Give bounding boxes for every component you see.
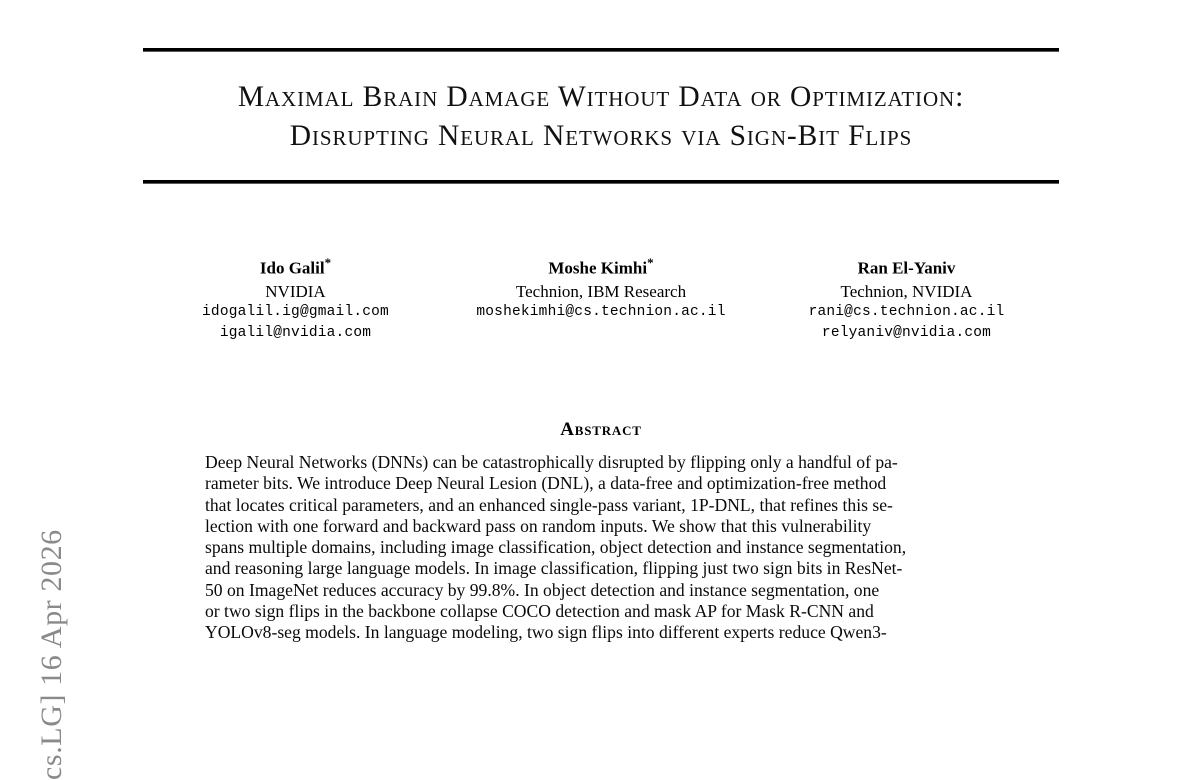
abstract-line: rameter bits. We introduce Deep Neural L… <box>205 473 887 494</box>
abstract-line: Deep Neural Networks (DNNs) can be catas… <box>205 452 898 472</box>
author-email-1a[interactable]: idogalil.ig@gmail.com <box>202 303 389 320</box>
author-entry-3: Ran El-Yaniv Technion, NVIDIA rani@cs.te… <box>754 252 1059 344</box>
author-name-text-1: Ido Galil <box>259 258 325 278</box>
author-email-1b[interactable]: igalil@nvidia.com <box>219 324 372 341</box>
abstract-line: YOLOv8-seg models. In language modeling,… <box>205 622 887 643</box>
abstract-line: spans multiple domains, including image … <box>205 537 907 558</box>
abstract-line: that locates critical parameters, and an… <box>205 494 893 515</box>
author-entry-2: Moshe Kimhi* Technion, IBM Research mosh… <box>449 252 754 344</box>
author-name-3: Ran El-Yaniv <box>754 252 1059 279</box>
author-entry-1: Ido Galil* NVIDIA idogalil.ig@gmail.com … <box>143 252 448 344</box>
author-email-3a[interactable]: rani@cs.technion.ac.il <box>808 303 1005 320</box>
abstract-line: and reasoning large language models. In … <box>205 558 903 579</box>
abstract-line: lection with one forward and backward pa… <box>205 515 872 536</box>
author-name-2: Moshe Kimhi* <box>449 252 754 279</box>
author-affiliation-1: NVIDIA <box>265 281 326 301</box>
paper-title: Maximal Brain Damage Without Data or Opt… <box>143 78 1059 156</box>
abstract-line: 50 on ImageNet reduces accuracy by 99.8%… <box>205 579 880 600</box>
arxiv-identifier-stamp: cs.LG] 16 Apr 2026 <box>35 529 68 780</box>
author-affiliation-2: Technion, IBM Research <box>515 281 687 301</box>
abstract-body: Deep Neural Networks (DNNs) can be catas… <box>205 452 1000 644</box>
author-footnote-marker-1: * <box>324 255 332 270</box>
author-name-1: Ido Galil* <box>143 252 448 279</box>
paper-title-line-1: Maximal Brain Damage Without Data or Opt… <box>237 81 965 113</box>
title-rule-top <box>143 48 1059 51</box>
author-email-3b[interactable]: relyaniv@nvidia.com <box>821 324 992 341</box>
author-affiliation-3: Technion, NVIDIA <box>840 281 973 301</box>
abstract-line: or two sign flips in the backbone collap… <box>205 601 874 622</box>
author-name-text-3: Ran El-Yaniv <box>857 258 956 278</box>
author-footnote-marker-2: * <box>647 255 654 270</box>
paper-title-line-2: Disrupting Neural Networks via Sign-Bit … <box>289 120 913 152</box>
author-name-text-2: Moshe Kimhi <box>548 258 648 278</box>
paper-page: Maximal Brain Damage Without Data or Opt… <box>143 0 1059 648</box>
title-rule-bottom <box>143 180 1059 183</box>
author-email-2a[interactable]: moshekimhi@cs.technion.ac.il <box>476 303 726 320</box>
author-block: Ido Galil* NVIDIA idogalil.ig@gmail.com … <box>143 252 1059 344</box>
abstract-heading: Abstract <box>560 419 642 440</box>
